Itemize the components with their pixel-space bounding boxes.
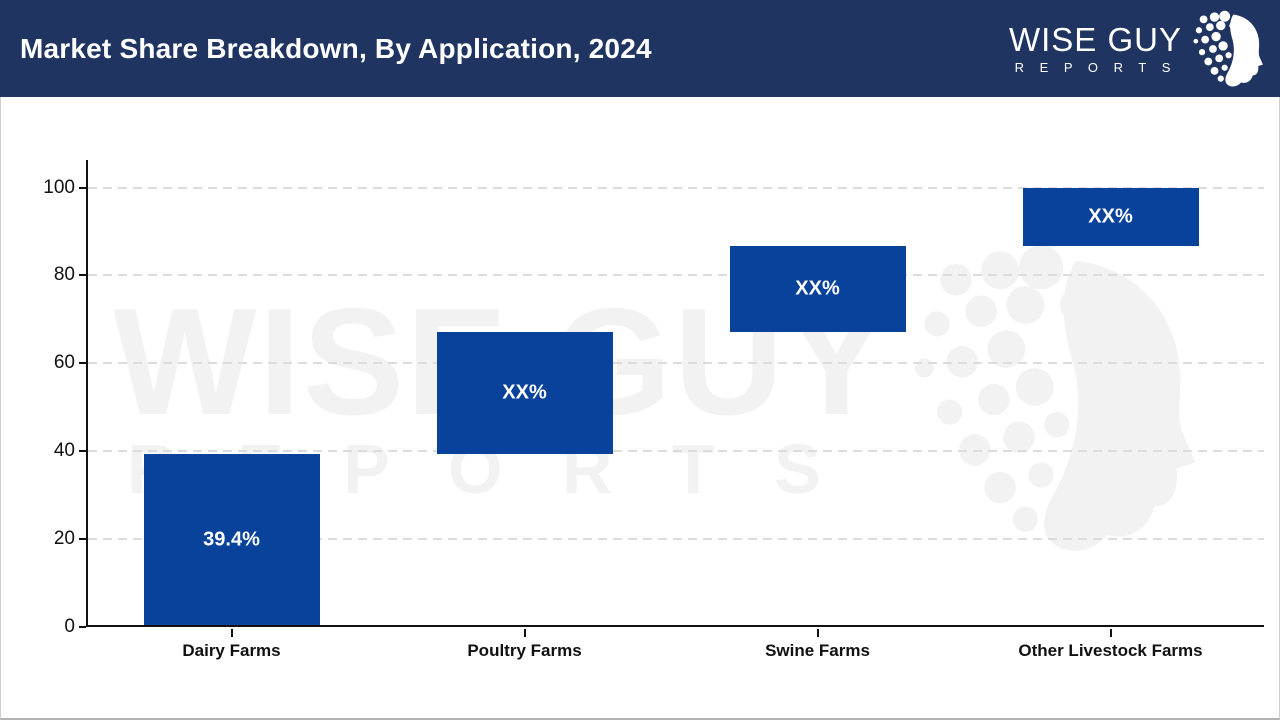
- y-tick-mark: [79, 362, 86, 365]
- x-tick-mark: [816, 629, 819, 637]
- brand-name: WISE GUY: [1008, 21, 1182, 58]
- y-tick-label: 100: [43, 176, 75, 198]
- y-axis-line: [86, 160, 88, 627]
- bar-value-label: 39.4%: [203, 528, 260, 551]
- y-tick-mark: [79, 274, 86, 277]
- y-tick-label: 60: [53, 352, 75, 374]
- y-tick-mark: [79, 186, 86, 189]
- bar-other-livestock-farms: [1022, 187, 1199, 247]
- brand-logo-text: WISE GUY R E P O R T S: [1009, 23, 1182, 74]
- bar-value-label: XX%: [1088, 205, 1133, 228]
- gridline-y20: [88, 538, 1264, 541]
- y-tick-mark: [79, 538, 86, 541]
- y-tick-label: 20: [53, 528, 75, 550]
- brand-logo: WISE GUY R E P O R T S: [1009, 7, 1266, 91]
- gridline-y40: [88, 450, 1264, 453]
- gridline-y80: [88, 274, 1264, 277]
- x-tick-mark: [1109, 629, 1112, 637]
- y-tick-mark: [79, 626, 86, 628]
- y-tick-label: 40: [53, 440, 75, 462]
- bar-value-label: XX%: [795, 277, 840, 300]
- bar-dairy-farms: [143, 453, 320, 627]
- header-bar: Market Share Breakdown, By Application, …: [0, 0, 1280, 97]
- x-category-label: Swine Farms: [765, 641, 870, 660]
- x-category-label: Poultry Farms: [467, 641, 582, 660]
- bar-value-label: XX%: [502, 381, 547, 404]
- x-category-label: Other Livestock Farms: [1018, 641, 1203, 660]
- x-tick-mark: [523, 629, 526, 637]
- y-tick-label: 80: [53, 264, 75, 286]
- dotted-head-logo-icon: [1188, 7, 1266, 91]
- x-category-label: Dairy Farms: [182, 641, 281, 660]
- watermark-head-icon: [893, 227, 1208, 572]
- bar-swine-farms: [729, 246, 906, 333]
- page-title: Market Share Breakdown, By Application, …: [20, 32, 652, 64]
- y-tick-mark: [79, 450, 86, 453]
- plot-area: WISE GUY R E P O R T S 0 20 40 60 80 100 39.4%…: [0, 97, 1280, 720]
- gridline-y100: [88, 186, 1264, 189]
- x-tick-mark: [230, 629, 233, 637]
- gridline-y60: [88, 362, 1264, 365]
- x-axis-line: [86, 625, 1264, 627]
- y-tick-label: 0: [64, 616, 75, 637]
- bar-poultry-farms: [436, 332, 613, 454]
- brand-subtitle: R E P O R T S: [1014, 60, 1177, 75]
